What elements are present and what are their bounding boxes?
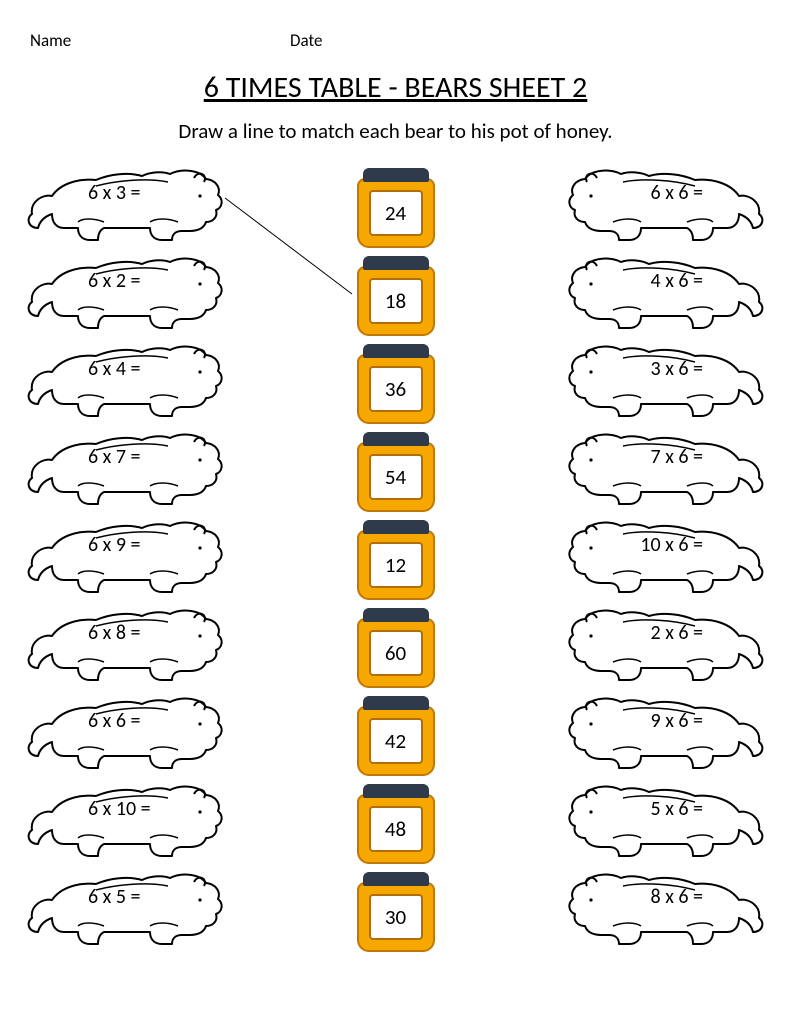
- bear-expression: 2 x 6 =: [651, 621, 703, 645]
- bear-expression: 6 x 8 =: [88, 621, 140, 645]
- bear-item: 6 x 10 =: [30, 778, 245, 866]
- bear-icon: [18, 338, 233, 424]
- bear-icon: [558, 426, 773, 512]
- bear-icon: [558, 250, 773, 336]
- bear-icon: [18, 602, 233, 688]
- right-bear-column: 6 x 6 = 4 x 6 = 3 x 6 = 7 x 6 = 10 x 6 =…: [546, 162, 761, 954]
- pot-value: 12: [369, 542, 423, 588]
- pot-value: 54: [369, 454, 423, 500]
- pot-item: 24: [351, 168, 441, 256]
- left-bear-column: 6 x 3 = 6 x 2 = 6 x 4 = 6 x 7 = 6 x 9 = …: [30, 162, 245, 954]
- bear-item: 6 x 4 =: [30, 338, 245, 426]
- bear-icon: [18, 778, 233, 864]
- bear-item: 7 x 6 =: [546, 426, 761, 514]
- bear-item: 4 x 6 =: [546, 250, 761, 338]
- bear-icon: [18, 162, 233, 248]
- bear-item: 3 x 6 =: [546, 338, 761, 426]
- pot-item: 42: [351, 696, 441, 784]
- date-label: Date: [290, 30, 322, 51]
- bear-expression: 6 x 3 =: [88, 181, 140, 205]
- bear-expression: 6 x 6 =: [651, 181, 703, 205]
- bear-icon: [558, 338, 773, 424]
- pot-item: 48: [351, 784, 441, 872]
- bear-expression: 6 x 6 =: [88, 709, 140, 733]
- pot-value: 24: [369, 190, 423, 236]
- pot-value: 42: [369, 718, 423, 764]
- bear-item: 6 x 9 =: [30, 514, 245, 602]
- bear-expression: 9 x 6 =: [651, 709, 703, 733]
- bear-expression: 6 x 7 =: [88, 445, 140, 469]
- bear-item: 6 x 8 =: [30, 602, 245, 690]
- bear-icon: [558, 162, 773, 248]
- header-row: Name Date: [30, 30, 761, 51]
- bear-icon: [558, 602, 773, 688]
- pot-item: 12: [351, 520, 441, 608]
- bear-expression: 6 x 5 =: [88, 885, 140, 909]
- bear-expression: 8 x 6 =: [651, 885, 703, 909]
- bear-icon: [18, 866, 233, 952]
- bear-item: 6 x 6 =: [546, 162, 761, 250]
- honey-pot-column: 24 18 36 54 12 60 42 48 30: [351, 162, 441, 960]
- instruction-text: Draw a line to match each bear to his po…: [30, 118, 761, 144]
- bear-item: 6 x 2 =: [30, 250, 245, 338]
- bear-item: 6 x 5 =: [30, 866, 245, 954]
- bear-expression: 3 x 6 =: [651, 357, 703, 381]
- bear-item: 6 x 7 =: [30, 426, 245, 514]
- bear-icon: [18, 426, 233, 512]
- bear-expression: 6 x 2 =: [88, 269, 140, 293]
- bear-icon: [558, 690, 773, 776]
- bear-icon: [18, 250, 233, 336]
- bear-expression: 6 x 10 =: [88, 797, 151, 821]
- bear-item: 6 x 3 =: [30, 162, 245, 250]
- pot-value: 48: [369, 806, 423, 852]
- bear-item: 5 x 6 =: [546, 778, 761, 866]
- bear-icon: [558, 514, 773, 600]
- bear-item: 9 x 6 =: [546, 690, 761, 778]
- bear-item: 6 x 6 =: [30, 690, 245, 778]
- bear-icon: [558, 778, 773, 864]
- bear-icon: [18, 690, 233, 776]
- pot-value: 36: [369, 366, 423, 412]
- bear-expression: 4 x 6 =: [651, 269, 703, 293]
- pot-item: 30: [351, 872, 441, 960]
- name-label: Name: [30, 30, 290, 51]
- bear-item: 8 x 6 =: [546, 866, 761, 954]
- pot-value: 60: [369, 630, 423, 676]
- bear-item: 2 x 6 =: [546, 602, 761, 690]
- bear-expression: 5 x 6 =: [651, 797, 703, 821]
- bear-expression: 6 x 4 =: [88, 357, 140, 381]
- bear-item: 10 x 6 =: [546, 514, 761, 602]
- worksheet-grid: 6 x 3 = 6 x 2 = 6 x 4 = 6 x 7 = 6 x 9 = …: [30, 162, 761, 960]
- pot-item: 54: [351, 432, 441, 520]
- worksheet-page: Name Date 6 TIMES TABLE - BEARS SHEET 2 …: [0, 0, 791, 1000]
- bear-expression: 7 x 6 =: [651, 445, 703, 469]
- bear-icon: [18, 514, 233, 600]
- pot-item: 60: [351, 608, 441, 696]
- pot-value: 18: [369, 278, 423, 324]
- page-title: 6 TIMES TABLE - BEARS SHEET 2: [30, 69, 761, 106]
- bear-expression: 6 x 9 =: [88, 533, 140, 557]
- pot-item: 36: [351, 344, 441, 432]
- pot-item: 18: [351, 256, 441, 344]
- bear-icon: [558, 866, 773, 952]
- pot-value: 30: [369, 894, 423, 940]
- bear-expression: 10 x 6 =: [640, 533, 703, 557]
